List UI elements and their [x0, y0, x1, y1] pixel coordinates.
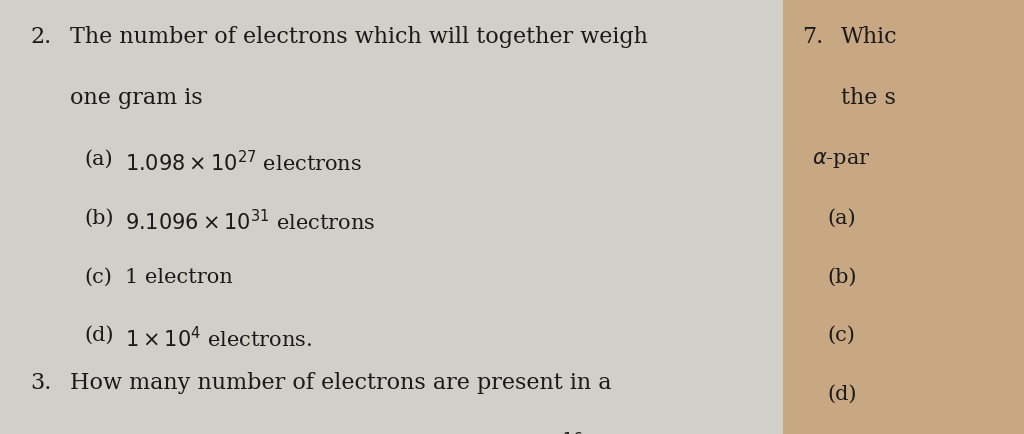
Text: Whic: Whic	[841, 26, 897, 48]
Text: (c): (c)	[84, 267, 112, 286]
Text: $1 \times 10^{4}$ electrons.: $1 \times 10^{4}$ electrons.	[125, 326, 312, 351]
Text: $\alpha$-par: $\alpha$-par	[812, 150, 870, 170]
Text: (c): (c)	[827, 326, 855, 345]
Text: 3.: 3.	[31, 371, 52, 393]
Text: the s: the s	[841, 87, 896, 109]
Text: 1 electron: 1 electron	[125, 267, 232, 286]
Text: The number of electrons which will together weigh: The number of electrons which will toget…	[70, 26, 647, 48]
Text: 7.: 7.	[802, 26, 823, 48]
Text: (d): (d)	[827, 384, 857, 403]
Bar	[783, 0, 1024, 434]
Text: $9.1096 \times 10^{31}$ electrons: $9.1096 \times 10^{31}$ electrons	[125, 208, 375, 233]
Text: (d): (d)	[84, 326, 114, 345]
Text: How many number of electrons are present in a: How many number of electrons are present…	[70, 371, 611, 393]
Text: one gram is: one gram is	[70, 87, 203, 109]
Text: (a): (a)	[84, 150, 113, 169]
Text: (b): (b)	[84, 208, 114, 227]
Text: (b): (b)	[827, 267, 857, 286]
Text: 2.: 2.	[31, 26, 52, 48]
Text: particle which carries a charge of $5.5 \times 10^{-16}$ C?: particle which carries a charge of $5.5 …	[70, 430, 620, 434]
Text: $1.098 \times 10^{27}$ electrons: $1.098 \times 10^{27}$ electrons	[125, 150, 362, 175]
Text: (a): (a)	[827, 208, 856, 227]
